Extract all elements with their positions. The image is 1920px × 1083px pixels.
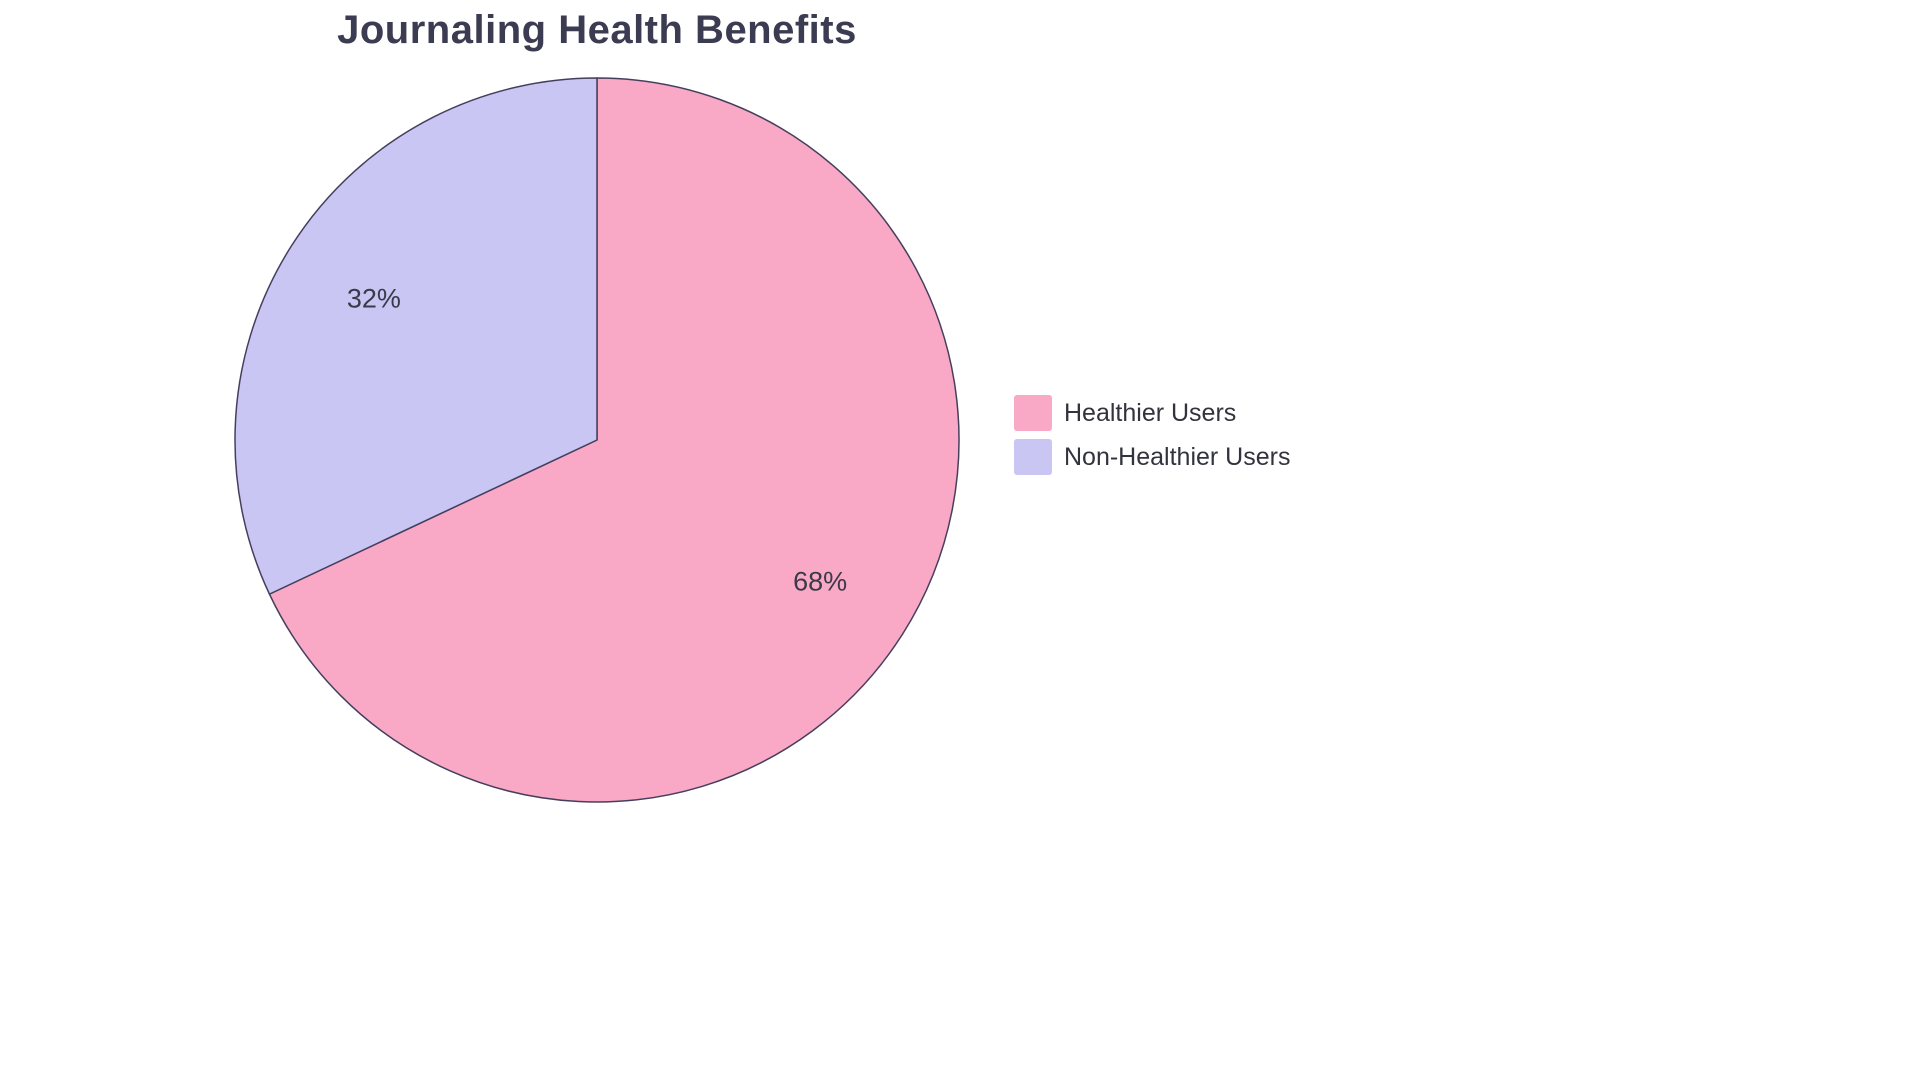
legend-item-non-healthier-users: Non-Healthier Users [1014,439,1290,475]
legend: Healthier Users Non-Healthier Users [1014,395,1290,475]
legend-label-healthier-users: Healthier Users [1064,398,1237,427]
legend-label-non-healthier-users: Non-Healthier Users [1064,442,1291,471]
legend-swatch-healthier-users [1014,395,1052,431]
legend-swatch-non-healthier-users [1014,439,1052,475]
slice-label-0: 68% [793,567,847,597]
chart-title: Journaling Health Benefits [337,8,857,52]
pie-slice-0 [268,77,960,803]
legend-item-healthier-users: Healthier Users [1014,395,1290,431]
pie-slice-1 [234,77,598,595]
slice-label-1: 32% [347,283,401,313]
